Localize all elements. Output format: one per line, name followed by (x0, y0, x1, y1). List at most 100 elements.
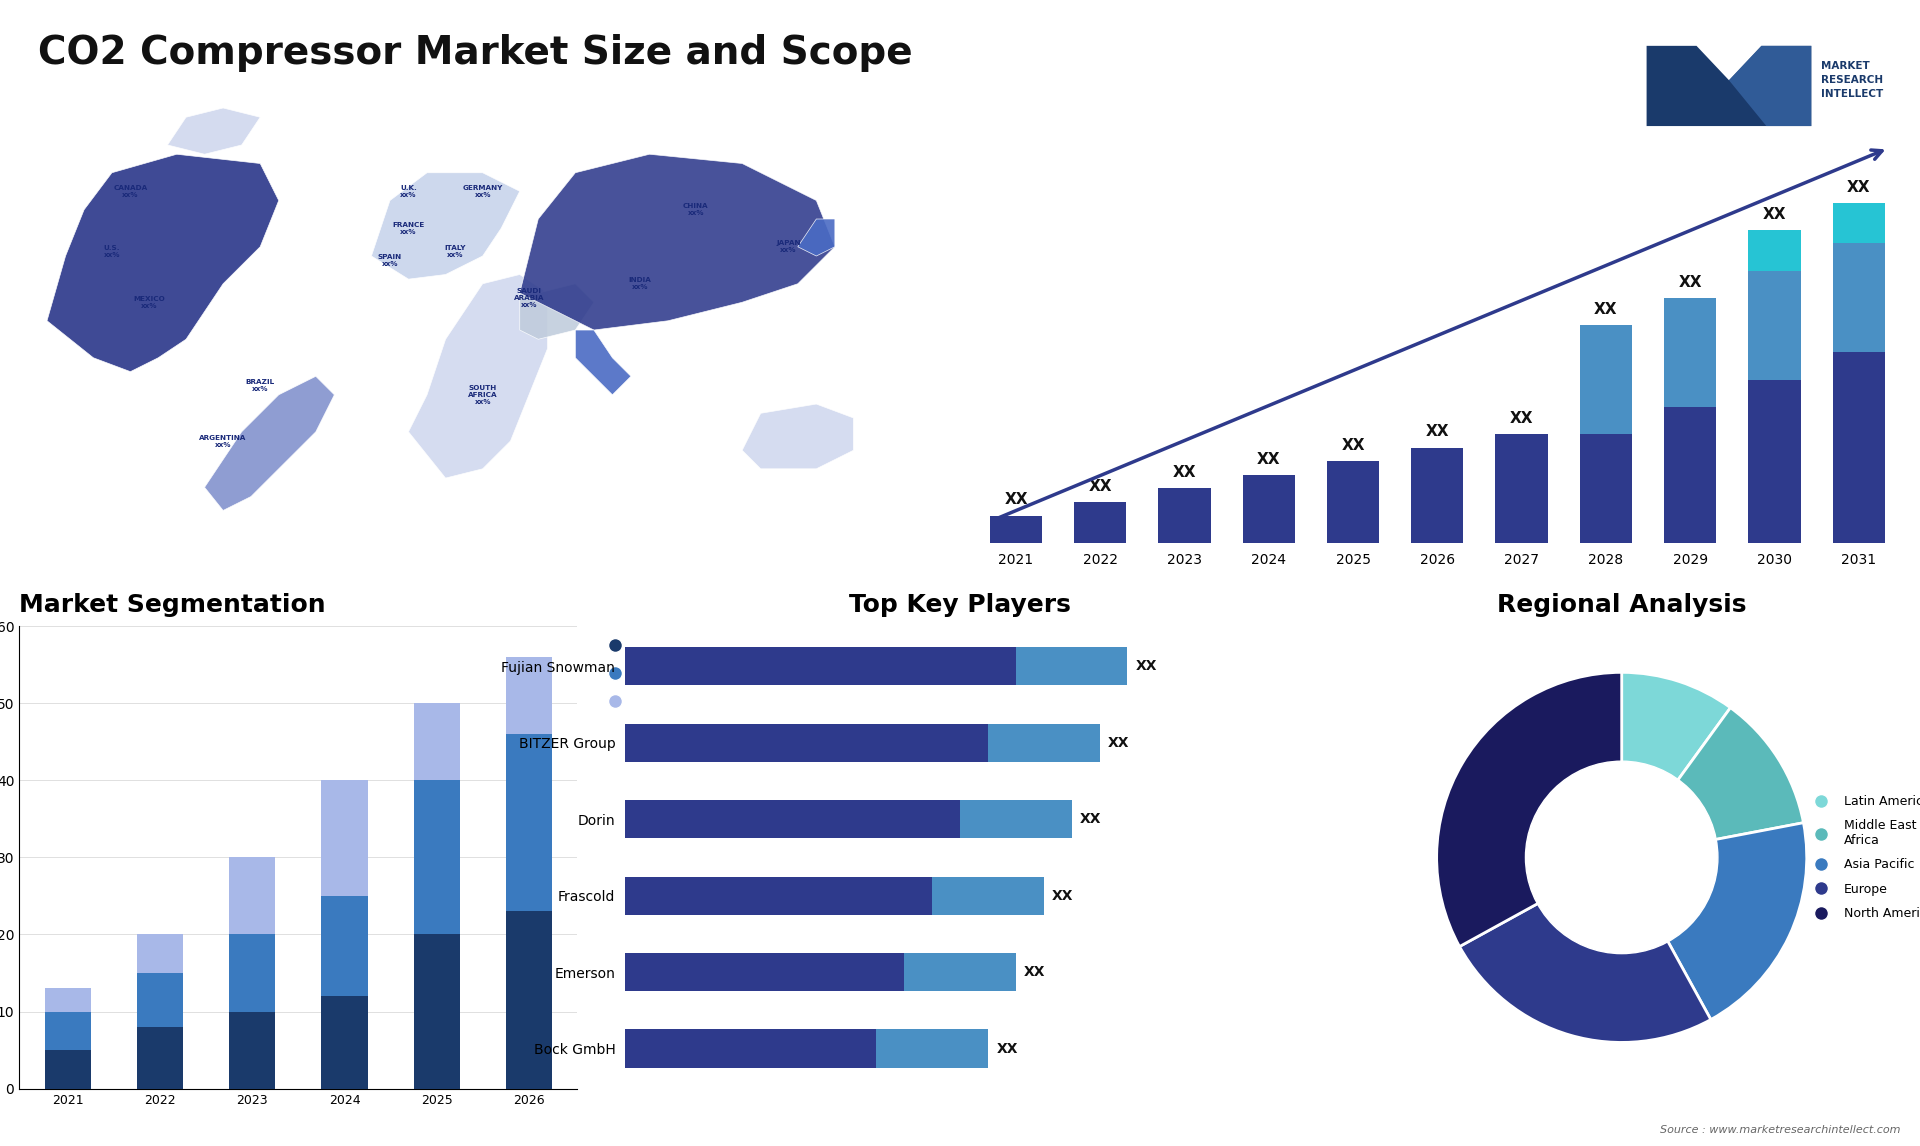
Bar (989, 723, 1100, 762)
Bar (228, 934, 275, 1012)
Bar (136, 934, 182, 973)
Circle shape (1526, 761, 1718, 953)
Bar (136, 1027, 182, 1089)
Text: ARGENTINA
xx%: ARGENTINA xx% (200, 434, 248, 448)
Polygon shape (167, 108, 261, 155)
Text: GERMANY
xx%: GERMANY xx% (463, 185, 503, 198)
Wedge shape (1622, 708, 1803, 857)
Legend: Latin America, Middle East &
Africa, Asia Pacific, Europe, North America: Latin America, Middle East & Africa, Asi… (1803, 790, 1920, 925)
Bar (1158, 488, 1212, 543)
Bar (904, 953, 1016, 991)
Text: XX: XX (996, 1042, 1018, 1055)
Bar (44, 1050, 90, 1089)
Text: XX: XX (1427, 424, 1450, 439)
Wedge shape (1622, 673, 1730, 857)
Text: U.S.
xx%: U.S. xx% (104, 245, 121, 258)
Bar (1665, 298, 1716, 407)
Polygon shape (46, 155, 278, 371)
Polygon shape (520, 284, 593, 339)
Text: CO2 Compressor Market Size and Scope: CO2 Compressor Market Size and Scope (38, 34, 914, 72)
Bar (413, 704, 459, 780)
Wedge shape (1622, 823, 1807, 1020)
Bar (1832, 352, 1885, 543)
Text: XX: XX (1594, 301, 1619, 317)
Text: CANADA
xx%: CANADA xx% (113, 185, 148, 198)
Bar (1832, 243, 1885, 352)
Bar (876, 1029, 989, 1068)
Bar (505, 911, 553, 1089)
Polygon shape (371, 173, 520, 280)
Bar (1411, 448, 1463, 543)
Bar (321, 780, 367, 896)
Bar (1749, 230, 1801, 270)
Bar (1832, 203, 1885, 243)
Bar (1580, 434, 1632, 543)
Bar (1749, 379, 1801, 543)
Text: BRAZIL
xx%: BRAZIL xx% (246, 379, 275, 392)
Bar (626, 723, 989, 762)
Text: SOUTH
AFRICA
xx%: SOUTH AFRICA xx% (468, 385, 497, 405)
Bar (505, 735, 553, 911)
Bar (931, 877, 1044, 915)
Text: MEXICO
xx%: MEXICO xx% (132, 296, 165, 308)
Text: SPAIN
xx%: SPAIN xx% (378, 254, 401, 267)
Text: Market Segmentation: Market Segmentation (19, 594, 326, 618)
Text: XX: XX (1847, 180, 1870, 195)
Polygon shape (409, 275, 547, 478)
Polygon shape (520, 155, 835, 330)
Bar (1327, 461, 1379, 543)
Bar (1073, 502, 1127, 543)
Bar (228, 1012, 275, 1089)
Polygon shape (1647, 46, 1811, 126)
Polygon shape (576, 330, 632, 394)
Bar (626, 877, 931, 915)
Wedge shape (1436, 673, 1622, 947)
Bar (991, 516, 1043, 543)
Bar (228, 857, 275, 934)
Bar (44, 989, 90, 1012)
Title: Top Key Players: Top Key Players (849, 594, 1071, 618)
Bar (1665, 407, 1716, 543)
Text: JAPAN
xx%: JAPAN xx% (776, 241, 801, 253)
Polygon shape (799, 219, 835, 256)
Text: XX: XX (1089, 479, 1112, 494)
Text: INDIA
xx%: INDIA xx% (628, 277, 651, 290)
Bar (1242, 474, 1294, 543)
Wedge shape (1459, 857, 1711, 1043)
Bar (413, 934, 459, 1089)
Bar (505, 657, 553, 735)
Bar (321, 996, 367, 1089)
Bar (321, 896, 367, 996)
Text: ITALY
xx%: ITALY xx% (444, 245, 465, 258)
Text: CHINA
xx%: CHINA xx% (684, 203, 708, 217)
Polygon shape (205, 376, 334, 510)
Bar (1016, 647, 1127, 685)
Text: XX: XX (1108, 736, 1129, 749)
Title: Regional Analysis: Regional Analysis (1498, 594, 1747, 618)
Polygon shape (743, 405, 852, 469)
Bar (626, 953, 904, 991)
Text: XX: XX (1342, 438, 1365, 453)
Legend: Type, Application, Geography: Type, Application, Geography (595, 633, 724, 714)
Text: XX: XX (1509, 410, 1534, 426)
Bar (960, 800, 1071, 838)
Text: XX: XX (1004, 493, 1027, 508)
Text: FRANCE
xx%: FRANCE xx% (392, 222, 424, 235)
Text: U.K.
xx%: U.K. xx% (399, 185, 417, 198)
Bar (413, 780, 459, 934)
Text: XX: XX (1081, 813, 1102, 826)
Bar (1580, 325, 1632, 434)
Text: MARKET
RESEARCH
INTELLECT: MARKET RESEARCH INTELLECT (1822, 61, 1884, 100)
Bar (44, 1012, 90, 1050)
Bar (626, 1029, 876, 1068)
Text: XX: XX (1763, 206, 1786, 221)
Bar (136, 973, 182, 1027)
Text: XX: XX (1678, 275, 1701, 290)
Text: XX: XX (1137, 659, 1158, 673)
Text: XX: XX (1023, 965, 1046, 979)
Text: SAUDI
ARABIA
xx%: SAUDI ARABIA xx% (515, 288, 543, 307)
Text: Source : www.marketresearchintellect.com: Source : www.marketresearchintellect.com (1661, 1124, 1901, 1135)
Bar (626, 647, 1016, 685)
Bar (1496, 434, 1548, 543)
Text: XX: XX (1052, 888, 1073, 903)
